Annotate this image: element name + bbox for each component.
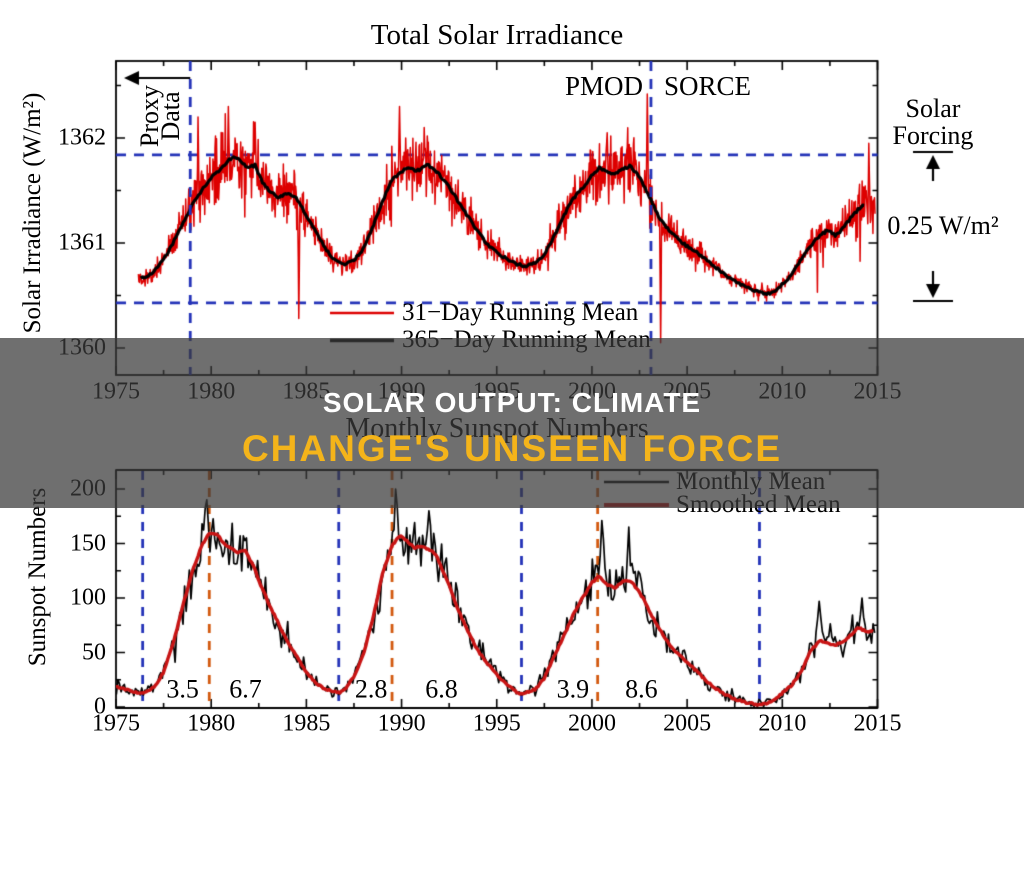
proxy-data-label: Proxy Data — [135, 84, 185, 148]
bottom-x-tick-label: 1985 — [282, 710, 331, 737]
bottom-x-tick-label: 2000 — [567, 710, 616, 737]
sorce-label: SORCE — [664, 71, 752, 101]
top-chart-title: Total Solar Irradiance — [370, 19, 624, 51]
bottom-y-tick-label: 150 — [70, 529, 106, 556]
bottom-x-tick-label: 1995 — [472, 710, 521, 737]
bottom-x-tick-label: 2010 — [758, 710, 807, 737]
cycle-phase-length-label: 6.8 — [425, 674, 458, 704]
banner-headline-line1: SOLAR OUTPUT: CLIMATE — [322, 387, 702, 418]
pmod-label: PMOD — [564, 71, 643, 101]
bottom-x-tick-label: 1975 — [92, 710, 140, 737]
cycle-phase-length-label: 6.7 — [229, 674, 262, 704]
solar-forcing-amount: 0.25 W/m² — [887, 211, 999, 240]
bottom-y-tick-label: 0 — [94, 693, 106, 720]
bottom-y-tick-label: 100 — [70, 584, 106, 611]
bottom-x-tick-label: 2015 — [853, 710, 902, 737]
solar-forcing-label: Solar Forcing — [892, 94, 974, 150]
top-y-tick-label: 1362 — [58, 124, 106, 151]
cycle-phase-length-label: 3.9 — [556, 674, 590, 704]
banner-headline-line2: CHANGE'S UNSEEN FORCE — [241, 428, 783, 469]
banner-overlay — [0, 338, 1024, 508]
bottom-x-tick-label: 1990 — [377, 710, 426, 737]
bottom-y-tick-label: 50 — [82, 638, 106, 665]
legend-label-31day: 31−Day Running Mean — [402, 299, 639, 326]
bottom-x-tick-label: 1980 — [187, 710, 236, 737]
cycle-phase-length-label: 2.8 — [354, 674, 388, 704]
top-y-tick-label: 1361 — [58, 229, 106, 256]
top-y-axis-label: Solar Irradiance (W/m²) — [19, 92, 46, 334]
bottom-x-tick-label: 2005 — [663, 710, 712, 737]
cycle-phase-length-label: 3.5 — [166, 674, 199, 704]
cycle-phase-length-label: 8.6 — [625, 674, 658, 704]
